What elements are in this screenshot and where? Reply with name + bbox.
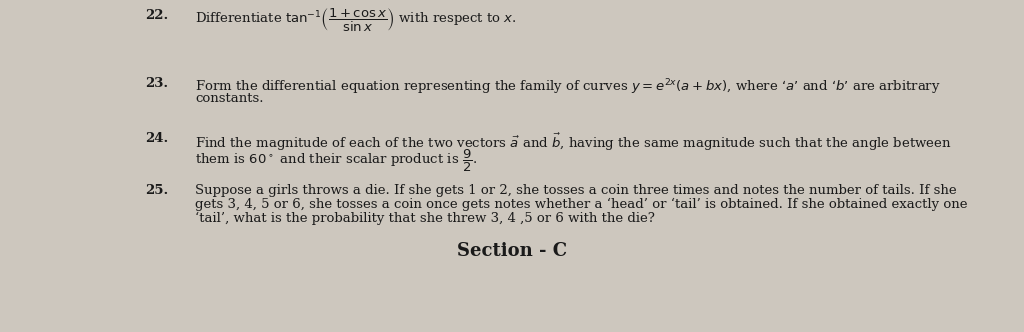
Text: Suppose a girls throws a die. If she gets 1 or 2, she tosses a coin three times : Suppose a girls throws a die. If she get… <box>195 184 956 197</box>
Text: them is $60^\circ$ and their scalar product is $\dfrac{9}{2}$.: them is $60^\circ$ and their scalar prod… <box>195 148 477 174</box>
Text: 24.: 24. <box>145 132 168 145</box>
Text: Find the magnitude of each of the two vectors $\vec{a}$ and $\vec{b}$, having th: Find the magnitude of each of the two ve… <box>195 132 951 153</box>
Text: constants.: constants. <box>195 92 263 105</box>
Text: ‘tail’, what is the probability that she threw 3, 4 ,5 or 6 with the die?: ‘tail’, what is the probability that she… <box>195 212 655 225</box>
Text: 22.: 22. <box>145 9 168 22</box>
Text: gets 3, 4, 5 or 6, she tosses a coin once gets notes whether a ‘head’ or ‘tail’ : gets 3, 4, 5 or 6, she tosses a coin onc… <box>195 198 968 211</box>
Text: Section - C: Section - C <box>457 242 567 260</box>
Text: Form the differential equation representing the family of curves $y = e^{2x}(a +: Form the differential equation represent… <box>195 77 941 97</box>
Text: Differentiate $\tan^{-1}\!\left(\dfrac{1+\cos x}{\sin x}\right)$ with respect to: Differentiate $\tan^{-1}\!\left(\dfrac{1… <box>195 7 517 34</box>
Text: 23.: 23. <box>145 77 168 90</box>
Text: 25.: 25. <box>145 184 168 197</box>
